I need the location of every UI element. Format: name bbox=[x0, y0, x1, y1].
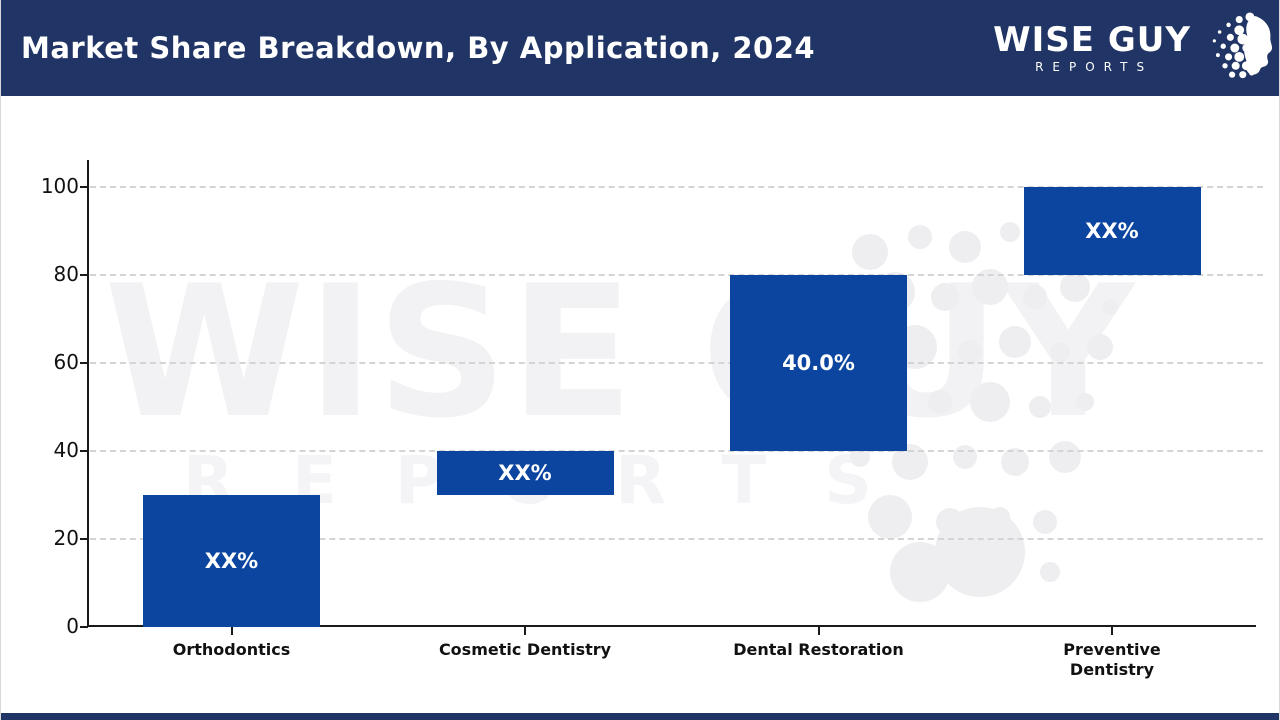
bar-value-label: XX% bbox=[204, 549, 259, 573]
y-tick-label-40: 40 bbox=[53, 438, 79, 462]
bar-cosmetic-dentistry: XX% bbox=[436, 451, 614, 495]
header-bar: Market Share Breakdown, By Application, … bbox=[1, 0, 1279, 96]
gridline-80 bbox=[90, 274, 1263, 276]
page-title: Market Share Breakdown, By Application, … bbox=[21, 31, 816, 65]
bar-value-label: 40.0% bbox=[782, 351, 855, 375]
x-tick-label-0: Orthodontics bbox=[172, 640, 291, 659]
y-tick-label-80: 80 bbox=[53, 262, 79, 286]
x-axis-line bbox=[87, 625, 1256, 627]
gridline-100 bbox=[90, 186, 1263, 188]
gridline-60 bbox=[90, 362, 1263, 364]
y-tick-label-0: 0 bbox=[66, 614, 79, 638]
y-tick-80 bbox=[80, 274, 88, 276]
x-tick-label-3: Preventive Dentistry bbox=[1063, 640, 1161, 679]
y-tick-100 bbox=[80, 186, 88, 188]
y-axis-line bbox=[87, 160, 89, 627]
logo-text: WISE GUY REPORTS bbox=[993, 22, 1191, 74]
x-tick-2 bbox=[817, 627, 820, 635]
x-tick-label-2: Dental Restoration bbox=[733, 640, 904, 659]
bar-value-label: XX% bbox=[498, 461, 552, 485]
gridline-40 bbox=[90, 450, 1263, 452]
logo-wordmark: WISE GUY bbox=[993, 20, 1191, 60]
footer-bar bbox=[1, 713, 1279, 720]
x-tick-3 bbox=[1111, 627, 1113, 635]
y-tick-60 bbox=[80, 362, 88, 364]
x-tick-label-1: Cosmetic Dentistry bbox=[438, 640, 612, 659]
x-tick-1 bbox=[524, 627, 526, 635]
logo-subtitle: REPORTS bbox=[1035, 60, 1154, 74]
y-tick-40 bbox=[80, 450, 88, 452]
wise-guy-logo: WISE GUY REPORTS bbox=[993, 4, 1273, 92]
bar-dental-restoration: 40.0% bbox=[730, 275, 907, 451]
gridline-20 bbox=[90, 538, 1263, 540]
y-tick-label-60: 60 bbox=[53, 350, 79, 374]
y-tick-20 bbox=[80, 538, 88, 540]
y-tick-0 bbox=[80, 626, 88, 628]
x-tick-0 bbox=[230, 627, 233, 635]
logo-head-icon bbox=[1212, 12, 1273, 79]
bar-orthodontics: XX% bbox=[143, 495, 320, 627]
y-tick-label-100: 100 bbox=[40, 174, 79, 198]
bar-preventive-dentistry: XX% bbox=[1023, 187, 1201, 275]
y-tick-label-20: 20 bbox=[53, 526, 79, 550]
bar-value-label: XX% bbox=[1085, 219, 1139, 243]
